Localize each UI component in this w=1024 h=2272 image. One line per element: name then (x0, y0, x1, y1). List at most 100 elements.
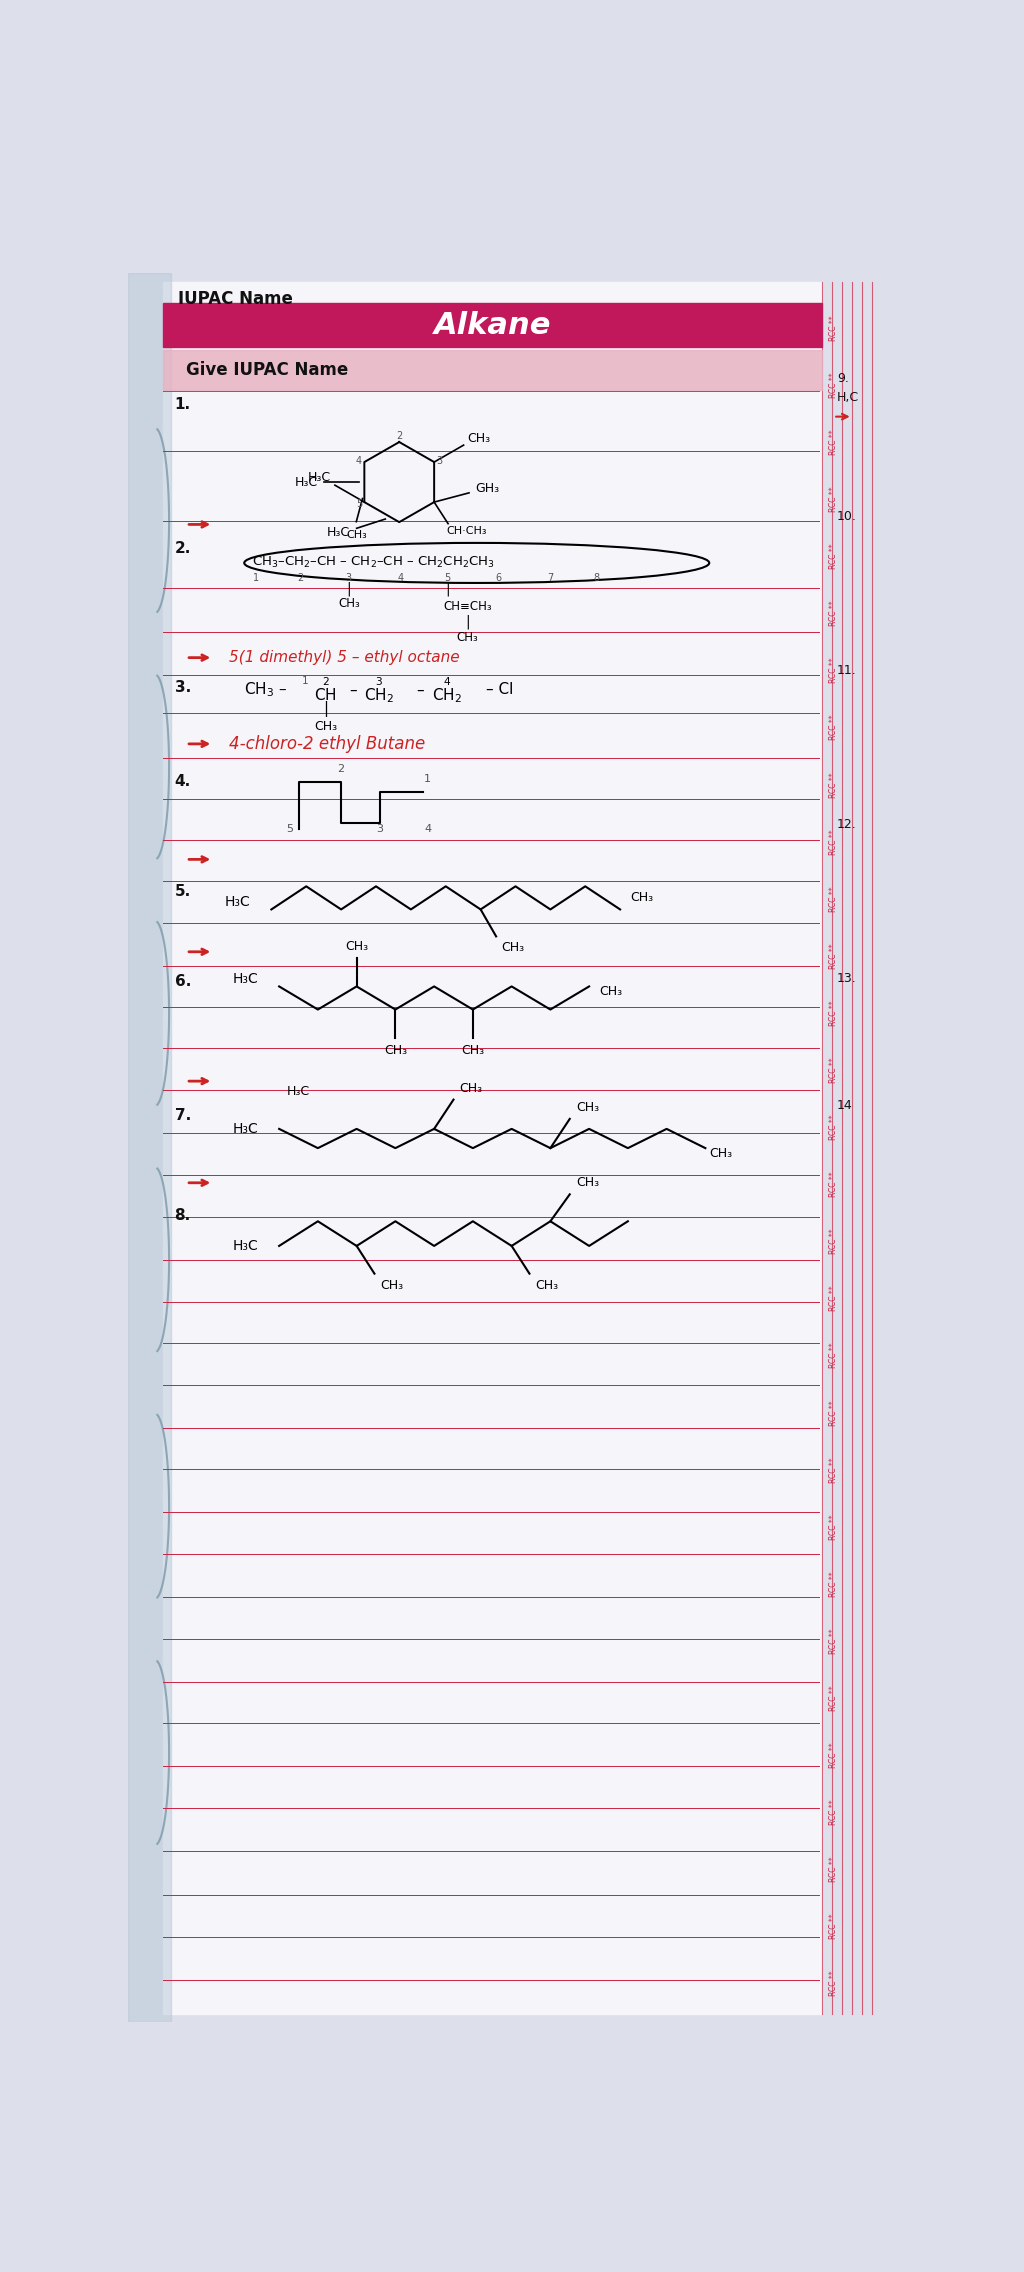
Text: |: | (445, 582, 450, 595)
Text: RCC **: RCC ** (829, 772, 839, 797)
Text: CH₃: CH₃ (468, 432, 490, 445)
Text: 3: 3 (346, 573, 352, 584)
Text: CH₃: CH₃ (457, 632, 478, 645)
Text: 2: 2 (396, 432, 402, 441)
Text: RCC **: RCC ** (829, 600, 839, 627)
Text: 4.: 4. (174, 775, 190, 788)
Text: –: – (349, 682, 356, 698)
Text: $\overset{2}{\rm CH}$: $\overset{2}{\rm CH}$ (314, 677, 337, 704)
Bar (163, 302, 821, 348)
Text: CH₃: CH₃ (460, 1081, 483, 1095)
Text: RCC **: RCC ** (829, 1572, 839, 1597)
Text: $\overset{3}{\rm CH_2}$: $\overset{3}{\rm CH_2}$ (365, 675, 394, 704)
Text: 8: 8 (594, 573, 600, 584)
Text: RCC **: RCC ** (829, 486, 839, 511)
Text: 4: 4 (356, 454, 362, 466)
Text: RCC **: RCC ** (829, 1513, 839, 1540)
Text: 3: 3 (436, 454, 442, 466)
Text: 6.: 6. (174, 975, 190, 988)
Text: RCC **: RCC ** (829, 1686, 839, 1711)
Text: RCC **: RCC ** (829, 716, 839, 741)
Text: 4: 4 (397, 573, 403, 584)
Text: RCC **: RCC ** (829, 1856, 839, 1881)
Text: 5: 5 (355, 498, 362, 509)
Text: CH₃: CH₃ (346, 529, 367, 541)
Text: 3: 3 (377, 825, 383, 834)
Text: 1: 1 (301, 675, 308, 686)
Text: H₃C: H₃C (232, 1122, 258, 1136)
Text: RCC **: RCC ** (829, 1913, 839, 1940)
Text: H₃C: H₃C (232, 1238, 258, 1252)
Text: CH₃: CH₃ (630, 891, 653, 904)
Text: RCC **: RCC ** (829, 1400, 839, 1425)
Text: 10.: 10. (838, 511, 857, 523)
Text: H₃C: H₃C (225, 895, 251, 909)
Text: RCC **: RCC ** (829, 373, 839, 398)
Text: 2.: 2. (174, 541, 190, 557)
Text: RCC **: RCC ** (829, 1000, 839, 1027)
Text: 11.: 11. (838, 663, 857, 677)
Text: RCC **: RCC ** (829, 1629, 839, 1654)
Text: RCC **: RCC ** (829, 316, 839, 341)
Text: GH₃: GH₃ (475, 482, 499, 495)
Text: RCC **: RCC ** (829, 1229, 839, 1254)
Text: RCC **: RCC ** (829, 543, 839, 570)
Text: RCC **: RCC ** (829, 943, 839, 968)
Text: RCC **: RCC ** (829, 1970, 839, 1997)
Text: $\overset{4}{\rm CH_2}$: $\overset{4}{\rm CH_2}$ (432, 675, 462, 704)
Text: 5(1 dimethyl) 5 – ethyl octane: 5(1 dimethyl) 5 – ethyl octane (228, 650, 460, 666)
Text: 7.: 7. (174, 1109, 190, 1122)
Text: CH₃: CH₃ (599, 986, 623, 997)
Text: CH₃: CH₃ (575, 1177, 599, 1188)
Text: Alkane: Alkane (433, 311, 551, 339)
Text: 7: 7 (547, 573, 554, 584)
Text: CH₃: CH₃ (462, 1043, 484, 1056)
Bar (163, 282, 821, 2015)
Text: |: | (465, 616, 470, 629)
Text: RCC **: RCC ** (829, 1799, 839, 1824)
Text: IUPAC Name: IUPAC Name (178, 291, 293, 307)
Text: RCC **: RCC ** (829, 886, 839, 911)
Text: RCC **: RCC ** (829, 829, 839, 854)
Text: CH$_3$–CH$_2$–CH – CH$_2$–CH – CH$_2$CH$_2$CH$_3$: CH$_3$–CH$_2$–CH – CH$_2$–CH – CH$_2$CH$… (252, 554, 495, 570)
Bar (128, 273, 171, 2022)
Text: RCC **: RCC ** (829, 659, 839, 684)
Text: H₃C: H₃C (308, 470, 331, 484)
Text: CH$_3$ –: CH$_3$ – (245, 682, 288, 700)
Text: RCC **: RCC ** (829, 1343, 839, 1368)
Text: |: | (323, 702, 328, 718)
Text: H₃C: H₃C (295, 475, 317, 488)
Text: Give IUPAC Name: Give IUPAC Name (186, 361, 348, 379)
Text: – Cl: – Cl (486, 682, 513, 698)
Text: 4: 4 (424, 825, 431, 834)
Text: H₃C: H₃C (328, 525, 350, 538)
Text: RCC **: RCC ** (829, 429, 839, 454)
Text: CH₃: CH₃ (338, 598, 359, 611)
Text: 2: 2 (338, 763, 345, 775)
Text: 1.: 1. (174, 398, 190, 411)
Text: CH≡CH₃: CH≡CH₃ (443, 600, 492, 613)
Text: 13.: 13. (838, 972, 857, 986)
Text: 2: 2 (297, 573, 303, 584)
Text: CH₃: CH₃ (535, 1279, 558, 1293)
Text: 8.: 8. (174, 1209, 190, 1222)
Text: |: | (346, 582, 351, 595)
Text: 5.: 5. (174, 884, 190, 900)
Text: H₃C: H₃C (287, 1086, 310, 1097)
Text: RCC **: RCC ** (829, 1056, 839, 1084)
Text: 12.: 12. (838, 818, 857, 832)
Text: CH₃: CH₃ (314, 720, 337, 734)
Text: CH₃: CH₃ (384, 1043, 407, 1056)
Text: CH₃: CH₃ (345, 941, 369, 952)
Text: RCC **: RCC ** (829, 1172, 839, 1197)
Text: H₃C: H₃C (232, 972, 258, 986)
Bar (163, 350, 821, 391)
Text: RCC **: RCC ** (829, 1456, 839, 1484)
Text: 14: 14 (838, 1100, 853, 1113)
Text: CH₃: CH₃ (575, 1102, 599, 1113)
Text: H,C: H,C (838, 391, 859, 404)
Text: CH₃: CH₃ (710, 1147, 732, 1161)
Text: CH₃: CH₃ (380, 1279, 403, 1293)
Text: 3.: 3. (174, 679, 190, 695)
Text: CH₃: CH₃ (502, 941, 524, 954)
